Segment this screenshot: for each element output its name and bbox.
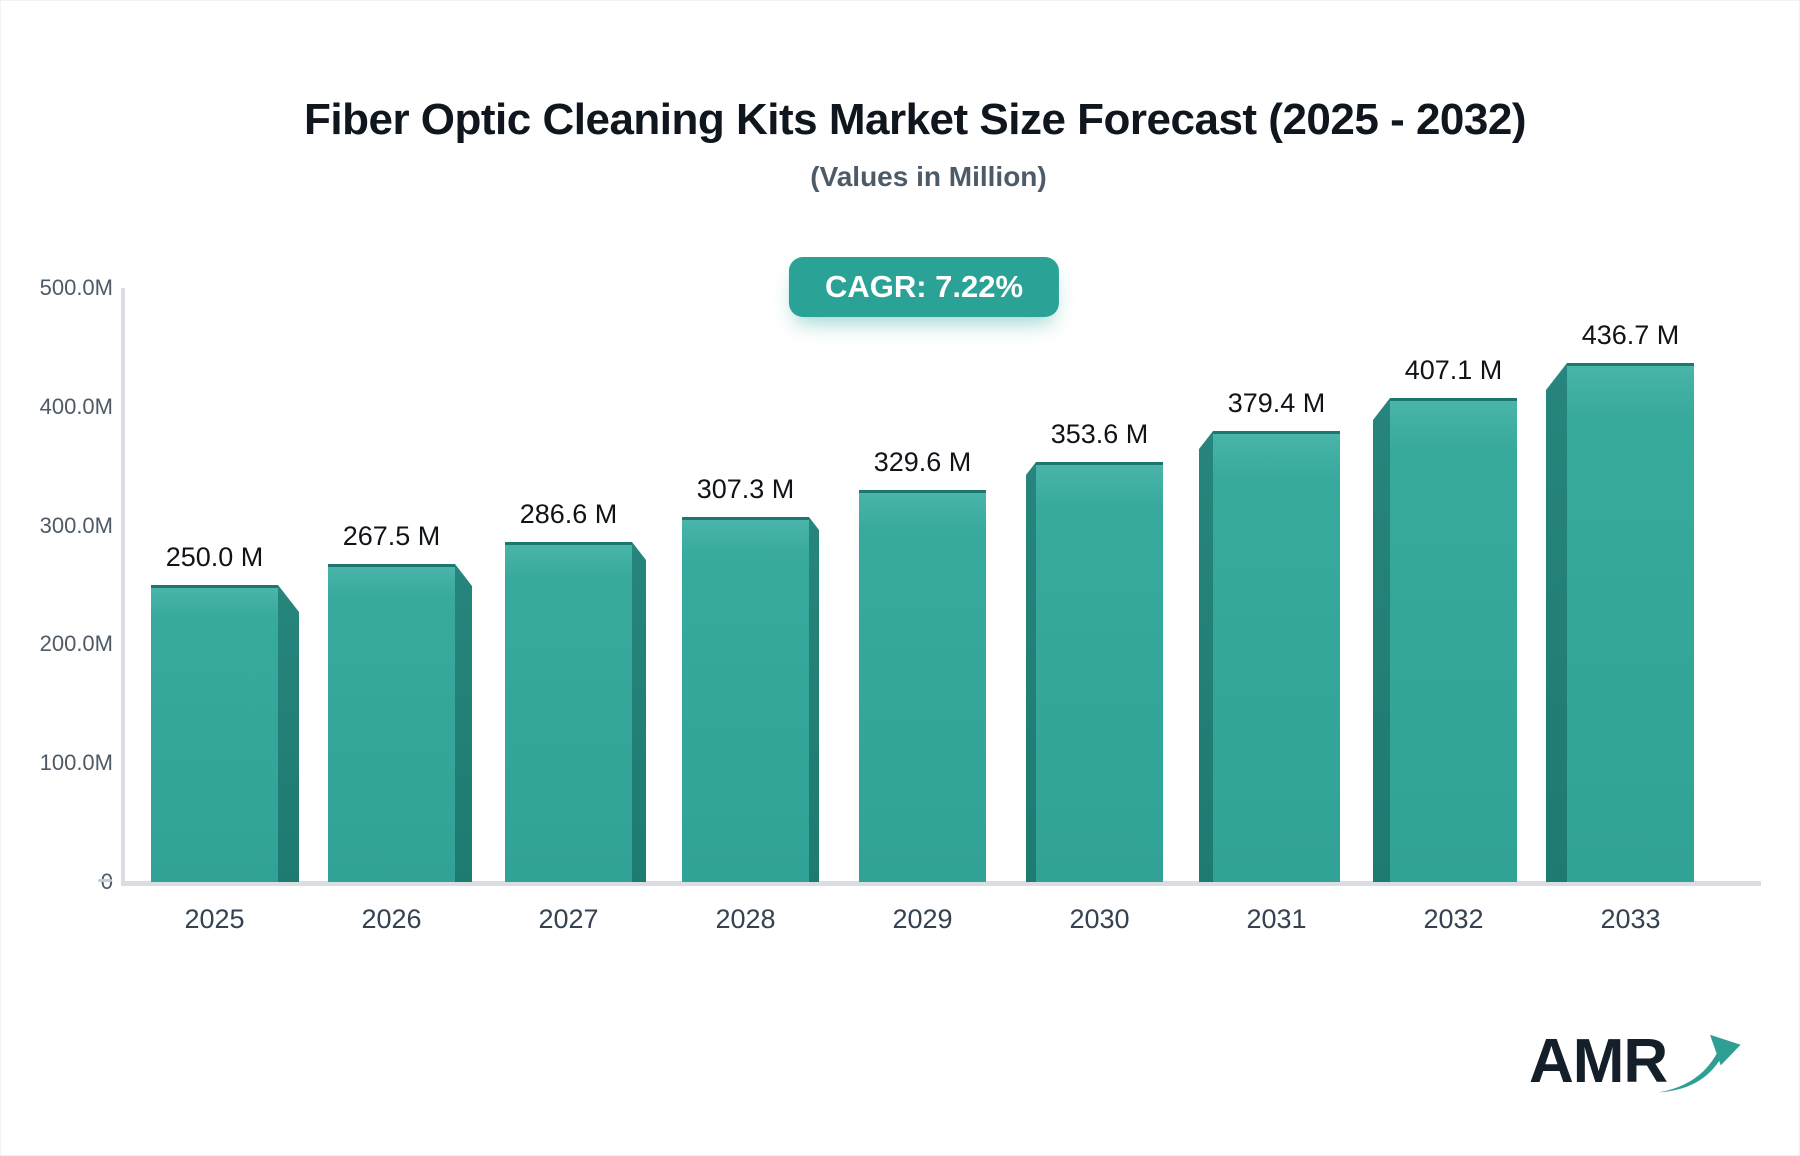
bar-value-label: 329.6 M bbox=[873, 447, 972, 477]
bar-group-2030: 353.6 M 2030 bbox=[1026, 288, 1184, 934]
y-tick-label: 200.0M bbox=[39, 631, 113, 657]
x-axis-label-2032: 2032 bbox=[1423, 904, 1484, 934]
bar-2029[interactable] bbox=[859, 490, 986, 882]
bar-side-face bbox=[278, 585, 299, 882]
y-axis-line bbox=[121, 288, 125, 885]
bar-2032[interactable] bbox=[1390, 398, 1517, 882]
bar-side-face bbox=[1199, 431, 1213, 882]
x-axis-label-2029: 2029 bbox=[892, 904, 953, 934]
bar-value-label: 436.7 M bbox=[1581, 320, 1680, 350]
bar-side-face bbox=[1373, 398, 1390, 882]
bar-value-label: 407.1 M bbox=[1404, 355, 1503, 385]
y-tick-label: 400.0M bbox=[39, 393, 113, 419]
bar-side-face bbox=[632, 542, 646, 882]
bar-group-2032: 407.1 M 2032 bbox=[1373, 288, 1538, 934]
x-axis-line bbox=[121, 881, 1761, 886]
bar-group-2027: 286.6 M 2027 bbox=[503, 288, 653, 934]
y-tick-label: 100.0M bbox=[39, 750, 113, 776]
bar-group-2033: 436.7 M 2033 bbox=[1546, 288, 1715, 934]
bar-2025[interactable] bbox=[151, 585, 278, 882]
bar-side-face bbox=[1546, 363, 1567, 882]
zero-tick-mark bbox=[98, 879, 112, 882]
x-axis-label-2026: 2026 bbox=[361, 904, 422, 934]
x-axis-label-2030: 2030 bbox=[1069, 904, 1130, 934]
y-axis-labels: 500.0M 400.0M 300.0M 200.0M 100.0M 0 bbox=[1, 275, 113, 894]
bar-group-2029: 329.6 M 2029 bbox=[857, 288, 1007, 934]
x-axis-label-2033: 2033 bbox=[1600, 904, 1661, 934]
growth-arrow-icon bbox=[1658, 1034, 1741, 1093]
bar-group-2031: 379.4 M 2031 bbox=[1199, 288, 1361, 934]
bar-value-label: 379.4 M bbox=[1227, 388, 1326, 418]
bar-2026[interactable] bbox=[328, 564, 455, 882]
bar-group-2028: 307.3 M 2028 bbox=[680, 288, 830, 934]
x-axis-label-2027: 2027 bbox=[538, 904, 599, 934]
amr-logo: AMR bbox=[1529, 1031, 1747, 1105]
bar-2030[interactable] bbox=[1036, 462, 1163, 882]
chart-plot: 250.0 M 2025 267.5 M 2026 286.6 M 2027 307.3 M… bbox=[121, 288, 1761, 934]
chart-subtitle: (Values in Million) bbox=[810, 161, 1047, 192]
cagr-badge: CAGR: 7.22% bbox=[788, 257, 1060, 317]
x-axis-label-2025: 2025 bbox=[184, 904, 245, 934]
bar-value-label: 267.5 M bbox=[342, 521, 441, 551]
bar-side-face bbox=[1026, 462, 1036, 882]
amr-logo-text: AMR bbox=[1529, 1027, 1668, 1096]
bar-group-2025: 250.0 M 2025 bbox=[149, 288, 299, 934]
y-tick-label: 0 bbox=[1, 868, 113, 896]
bar-side-face bbox=[455, 564, 472, 882]
bar-2027[interactable] bbox=[505, 542, 632, 882]
x-axis-label-2031: 2031 bbox=[1246, 904, 1307, 934]
bar-2028[interactable] bbox=[682, 517, 809, 882]
bar-value-label: 353.6 M bbox=[1050, 419, 1149, 449]
bar-value-label: 250.0 M bbox=[165, 542, 264, 572]
y-tick-label: 500.0M bbox=[39, 275, 113, 300]
bar-value-label: 307.3 M bbox=[696, 474, 795, 504]
bar-2031[interactable] bbox=[1213, 431, 1340, 882]
bar-side-face bbox=[809, 517, 819, 882]
chart-title: Fiber Optic Cleaning Kits Market Size Fo… bbox=[304, 95, 1526, 144]
bar-2033[interactable] bbox=[1567, 363, 1694, 882]
bar-group-2026: 267.5 M 2026 bbox=[326, 288, 476, 934]
bar-value-label: 286.6 M bbox=[519, 499, 618, 529]
bars-row: 250.0 M 2025 267.5 M 2026 286.6 M 2027 307.3 M… bbox=[149, 288, 1715, 934]
x-axis-label-2028: 2028 bbox=[715, 904, 776, 934]
y-tick-label: 300.0M bbox=[39, 512, 113, 538]
